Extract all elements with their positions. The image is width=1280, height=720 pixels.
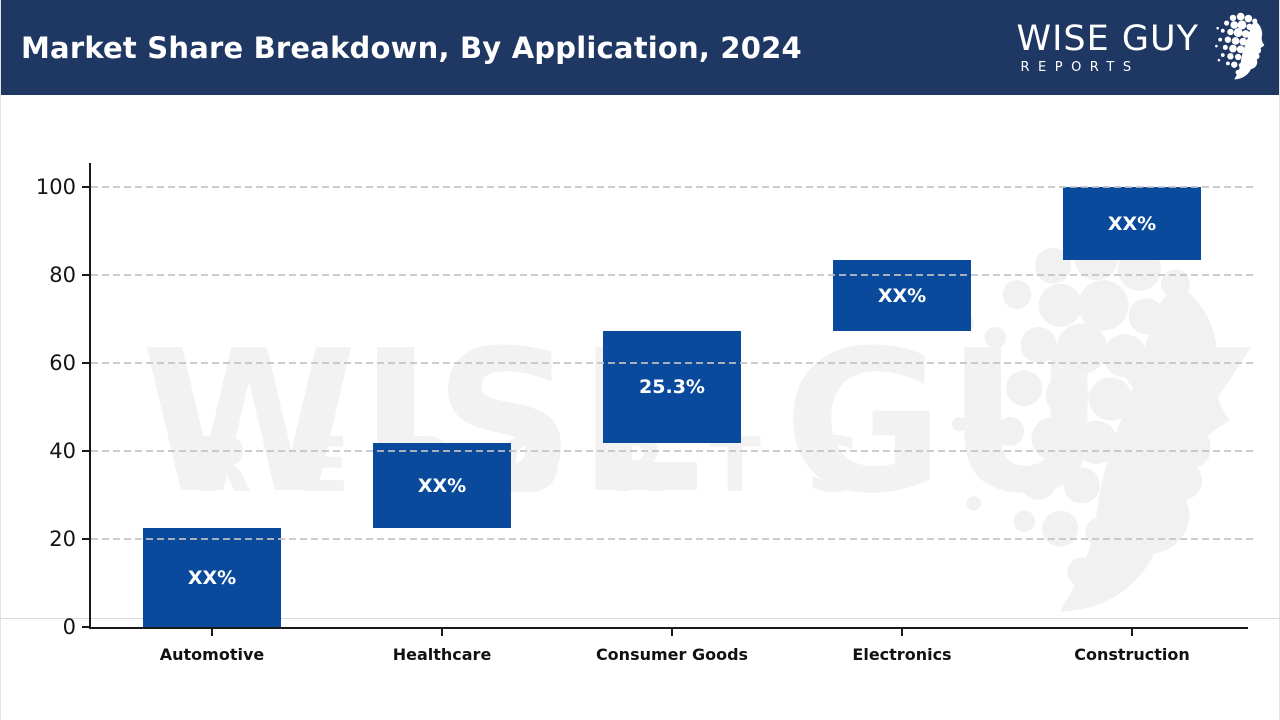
y-tick-60 (82, 362, 89, 364)
gridline-80 (91, 274, 1255, 276)
y-tick-label-60: 60 (49, 351, 76, 375)
brand-logo: WISE GUY REPORTS (1016, 12, 1265, 84)
gridline-60 (91, 362, 1255, 364)
bar-healthcare: XX% (373, 442, 511, 529)
x-tick-construction (1131, 629, 1133, 636)
chart-area: WISE GUY REPORTS 0 20 40 60 80 100 XX% Automoti… (1, 95, 1279, 713)
x-tick-automotive (211, 629, 213, 636)
x-tick-consumer-goods (671, 629, 673, 636)
y-tick-40 (82, 450, 89, 452)
bar-value-label-consumer-goods: 25.3% (639, 375, 705, 398)
gridline-100 (91, 186, 1255, 188)
bar-value-label-electronics: XX% (877, 284, 927, 307)
y-tick-0 (82, 626, 89, 628)
x-tick-label-automotive: Automotive (159, 645, 265, 664)
x-tick-label-consumer-goods: Consumer Goods (595, 645, 749, 664)
header-bar: Market Share Breakdown, By Application, … (1, 0, 1279, 95)
bar-consumer-goods: 25.3% (603, 331, 741, 443)
bar-automotive: XX% (143, 528, 281, 627)
x-tick-label-electronics: Electronics (852, 645, 952, 664)
gridline-20 (91, 538, 1255, 540)
brand-subtitle: REPORTS (1020, 59, 1140, 75)
y-tick-label-0: 0 (62, 615, 76, 639)
y-tick-label-20: 20 (49, 527, 76, 551)
x-axis-spine (89, 627, 1248, 629)
logo-face-icon (1215, 12, 1265, 79)
page-bottom-border (1, 618, 1279, 619)
bar-electronics: XX% (833, 260, 971, 332)
brand-name: WISE GUY (1016, 18, 1199, 59)
y-tick-20 (82, 538, 89, 540)
y-axis-spine (89, 163, 91, 629)
bar-construction: XX% (1063, 187, 1201, 261)
x-tick-label-healthcare: Healthcare (392, 645, 492, 664)
y-tick-label-40: 40 (49, 439, 76, 463)
x-tick-electronics (901, 629, 903, 636)
gridline-40 (91, 450, 1255, 452)
x-tick-healthcare (441, 629, 443, 636)
plot: 0 20 40 60 80 100 XX% Automotive XX% Healthcare 25… (1, 95, 1279, 713)
y-tick-80 (82, 274, 89, 276)
bar-value-label-construction: XX% (1107, 212, 1157, 235)
y-tick-label-100: 100 (35, 175, 76, 199)
y-tick-100 (82, 186, 89, 188)
brand-logo-text: WISE GUY REPORTS (1016, 18, 1199, 75)
x-tick-label-construction: Construction (1074, 645, 1190, 664)
bar-value-label-healthcare: XX% (417, 474, 467, 497)
y-tick-label-80: 80 (49, 263, 76, 287)
bar-value-label-automotive: XX% (187, 566, 237, 589)
page-title: Market Share Breakdown, By Application, … (21, 30, 802, 65)
